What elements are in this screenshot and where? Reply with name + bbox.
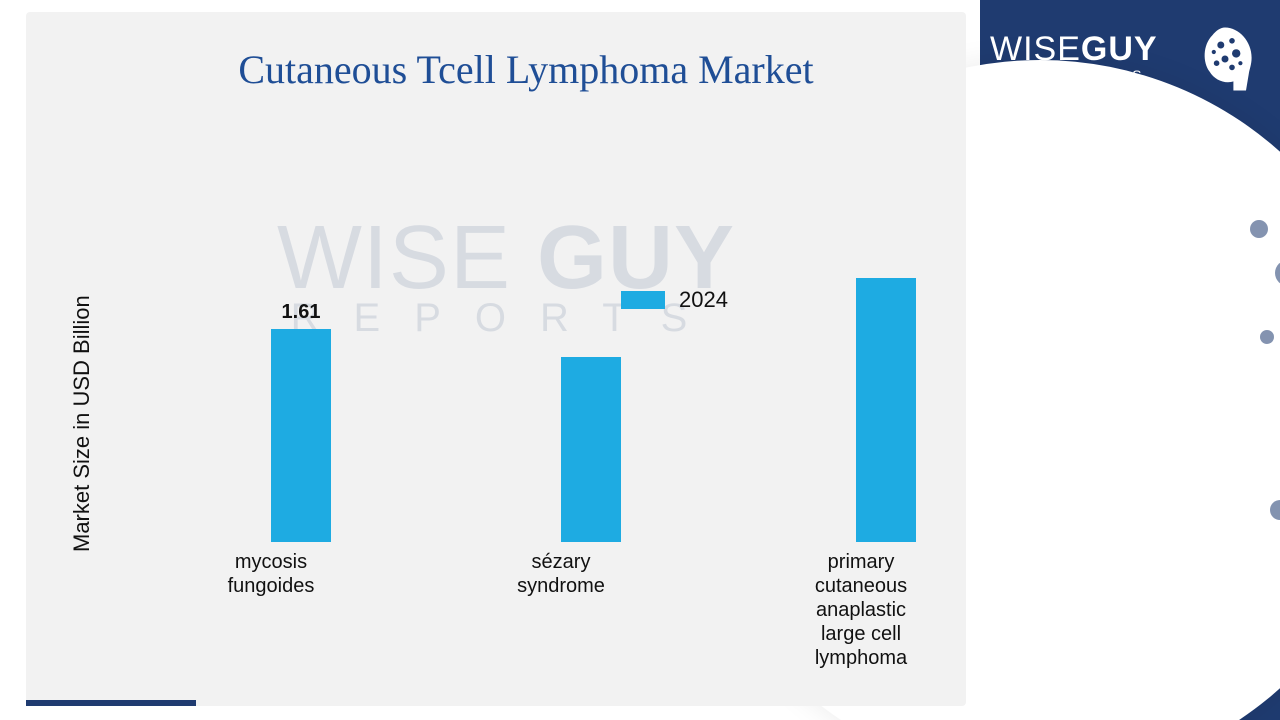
legend-label: 2024 <box>679 287 728 313</box>
decorative-dot-cluster <box>1220 180 1280 680</box>
chart-panel: Cutaneous Tcell Lymphoma Market Market S… <box>26 12 966 706</box>
bar-chart: 2024 1.61 mycosis fungoides sézary syndr… <box>121 172 971 582</box>
brand-main: WISEGUY <box>990 30 1250 69</box>
plot-area: 1.61 <box>151 172 971 542</box>
brand-logo-text: WISEGUY REPORTS <box>990 30 1250 83</box>
bar-0: 1.61 <box>271 329 331 542</box>
category-label-2: primary cutaneous anaplastic large cell … <box>801 550 921 670</box>
brand-main-light: WISE <box>990 30 1081 68</box>
brand-main-bold: GUY <box>1081 30 1158 68</box>
category-label-0: mycosis fungoides <box>211 550 331 598</box>
canvas: WISEGUY REPORTS Cutaneous Tcell Lymphoma… <box>0 0 1280 720</box>
panel-accent-bar <box>26 700 196 706</box>
bar-1 <box>561 357 621 542</box>
brand-sub: REPORTS <box>990 67 1250 83</box>
y-axis-label: Market Size in USD Billion <box>69 295 95 552</box>
category-label-1: sézary syndrome <box>506 550 616 598</box>
chart-legend: 2024 <box>621 287 728 313</box>
bar-2 <box>856 278 916 542</box>
chart-title: Cutaneous Tcell Lymphoma Market <box>106 46 946 93</box>
bar-0-value: 1.61 <box>241 301 361 324</box>
legend-swatch <box>621 291 665 309</box>
